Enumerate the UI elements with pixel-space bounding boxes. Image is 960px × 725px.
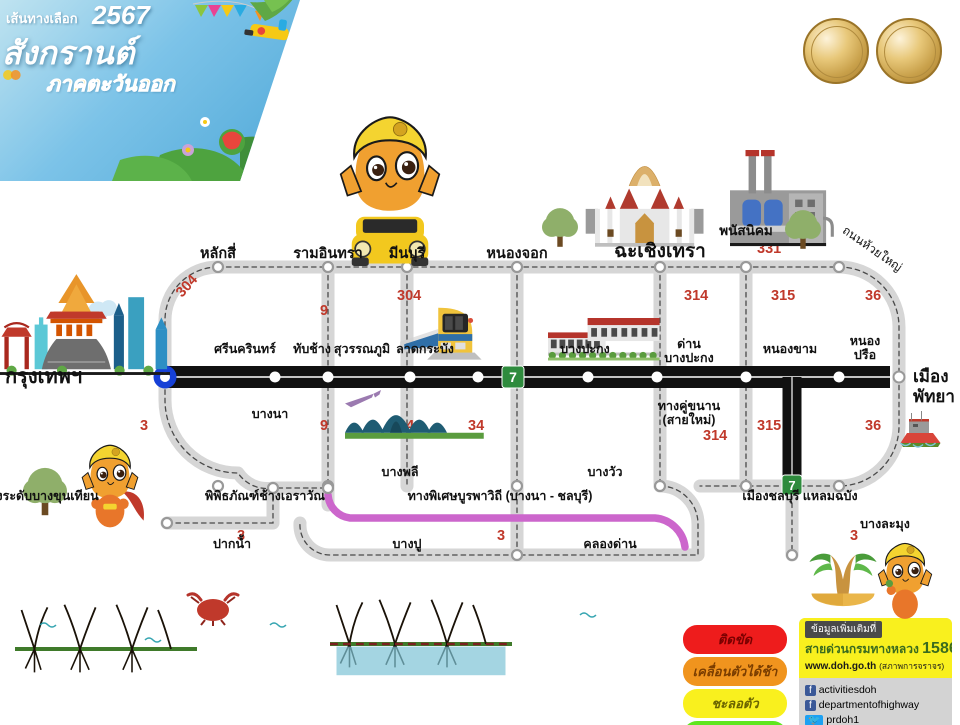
svg-text:ต่างระดับบางขุนเทียน: ต่างระดับบางขุนเทียน xyxy=(0,489,99,504)
svg-text:314: 314 xyxy=(684,288,708,304)
svg-text:พิพิธภัณฑ์ช้างเอราวัณ: พิพิธภัณฑ์ช้างเอราวัณ xyxy=(205,488,325,503)
svg-text:เมืองชลบุรี แหลมฉบัง: เมืองชลบุรี แหลมฉบัง xyxy=(742,489,857,504)
svg-text:ทางคู่ขนาน: ทางคู่ขนาน xyxy=(658,399,721,414)
svg-text:(สายใหม่): (สายใหม่) xyxy=(663,412,716,427)
svg-text:ทับช้าง: ทับช้าง xyxy=(293,342,331,356)
svg-text:9: 9 xyxy=(320,303,328,319)
svg-text:ลาดกระบัง: ลาดกระบัง xyxy=(396,342,454,356)
svg-text:พัทยา: พัทยา xyxy=(913,387,955,406)
svg-text:ปรือ: ปรือ xyxy=(854,348,876,362)
svg-text:315: 315 xyxy=(757,418,781,434)
svg-text:9: 9 xyxy=(320,418,328,434)
svg-text:เมือง: เมือง xyxy=(913,366,949,386)
svg-text:บางวัว: บางวัว xyxy=(587,465,622,479)
svg-text:ด่าน: ด่าน xyxy=(677,337,701,351)
svg-text:ฉะเชิงเทรา: ฉะเชิงเทรา xyxy=(614,241,706,262)
svg-text:รามอินทรา: รามอินทรา xyxy=(293,245,363,262)
svg-text:บางละมุง: บางละมุง xyxy=(860,517,910,532)
svg-text:3: 3 xyxy=(850,528,858,544)
svg-text:7: 7 xyxy=(509,369,517,385)
svg-text:36: 36 xyxy=(865,288,881,304)
svg-text:ปากน้ำ: ปากน้ำ xyxy=(213,534,251,551)
svg-text:หนองขาม: หนองขาม xyxy=(763,342,817,356)
svg-text:พนัสนิคม: พนัสนิคม xyxy=(719,223,773,238)
svg-text:มีนบุรี: มีนบุรี xyxy=(389,245,426,262)
svg-text:บางนา: บางนา xyxy=(252,407,289,421)
svg-text:หลักสี่: หลักสี่ xyxy=(200,242,236,262)
svg-text:บางปู: บางปู xyxy=(393,537,422,552)
svg-text:บางปะกง: บางปะกง xyxy=(664,351,713,365)
svg-text:34: 34 xyxy=(468,418,484,434)
svg-text:315: 315 xyxy=(771,288,795,304)
svg-text:หนองจอก: หนองจอก xyxy=(486,246,547,262)
svg-text:ศรีนครินทร์: ศรีนครินทร์ xyxy=(214,341,276,356)
svg-text:36: 36 xyxy=(865,418,881,434)
svg-text:บางปะกง: บางปะกง xyxy=(560,342,609,356)
svg-text:คลองด่าน: คลองด่าน xyxy=(583,537,637,551)
svg-text:304: 304 xyxy=(397,288,421,304)
svg-text:บางพลี: บางพลี xyxy=(382,465,419,479)
svg-text:3: 3 xyxy=(140,418,148,434)
svg-text:ทางพิเศษบูรพาวิถี (บางนา - ชลบ: ทางพิเศษบูรพาวิถี (บางนา - ชลบุรี) xyxy=(408,489,593,504)
svg-text:314: 314 xyxy=(703,428,727,444)
svg-text:3: 3 xyxy=(497,528,505,544)
svg-text:กรุงเทพฯ: กรุงเทพฯ xyxy=(5,366,82,389)
svg-text:หนอง: หนอง xyxy=(850,334,880,348)
svg-text:สุวรรณภูมิ: สุวรรณภูมิ xyxy=(334,342,390,357)
